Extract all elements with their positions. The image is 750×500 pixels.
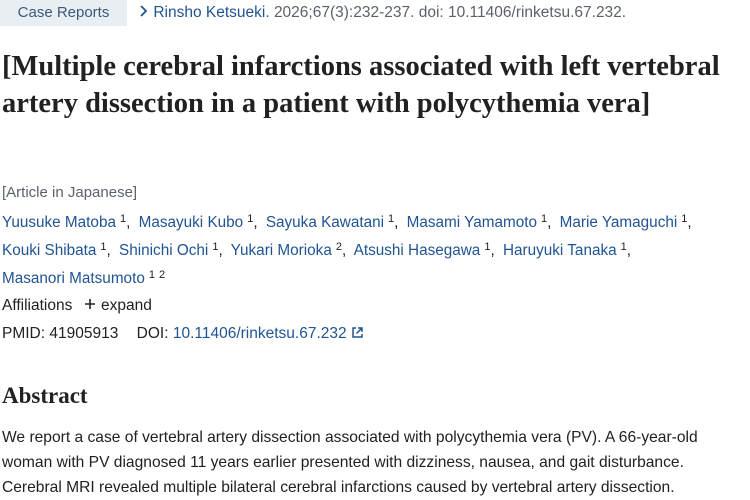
- author: Marie Yamaguchi 1,: [559, 213, 692, 231]
- pmid: 41905913: [49, 325, 119, 342]
- author: Yuusuke Matoba 1,: [2, 213, 131, 231]
- affiliation-number[interactable]: 1: [119, 213, 127, 225]
- affiliations: Affiliations expand: [2, 297, 152, 315]
- affiliation-number[interactable]: 2: [335, 241, 342, 253]
- author-name[interactable]: Masami Yamamoto: [406, 214, 537, 231]
- author-name[interactable]: Shinichi Ochi: [119, 242, 209, 259]
- author: Haruyuki Tanaka 1,: [502, 241, 631, 259]
- abstract-text: We report a case of vertebral artery dis…: [2, 429, 698, 496]
- separator: ,: [547, 214, 552, 231]
- author-name[interactable]: Yukari Morioka: [230, 242, 332, 259]
- author: Shinichi Ochi 1,: [119, 241, 223, 259]
- affiliation-number[interactable]: 1: [212, 241, 219, 253]
- author-name[interactable]: Kouki Shibata: [2, 242, 97, 259]
- plus-icon[interactable]: [83, 297, 97, 311]
- publication-type[interactable]: Case Reports: [0, 0, 127, 26]
- affiliation-number[interactable]: 1: [247, 213, 254, 225]
- affiliation-number[interactable]: 1: [148, 269, 155, 281]
- expand-toggle[interactable]: expand: [101, 297, 152, 314]
- pmid-label: PMID:: [2, 325, 46, 342]
- author-name[interactable]: Masanori Matsumoto: [2, 270, 145, 287]
- separator: ,: [341, 242, 347, 259]
- affiliation-number[interactable]: 1: [541, 213, 548, 225]
- author-name[interactable]: Atsushi Hasegawa: [353, 242, 481, 259]
- author-name[interactable]: Sayuka Kawatani: [265, 214, 385, 231]
- identifiers: PMID: 41905913 DOI: 10.11406/rinketsu.67…: [2, 325, 364, 343]
- separator: ,: [490, 242, 495, 259]
- external-link-icon[interactable]: [351, 326, 364, 339]
- author-name[interactable]: Masayuki Kubo: [138, 214, 244, 231]
- affiliation-number[interactable]: 1: [620, 241, 627, 253]
- author: Masayuki Kubo 1,: [138, 213, 258, 231]
- separator: ,: [106, 242, 111, 259]
- author: Yukari Morioka 2,: [230, 241, 347, 259]
- separator: ,: [218, 242, 223, 259]
- separator: ,: [394, 214, 399, 231]
- abstract-heading: Abstract: [2, 383, 88, 408]
- language-note: [Article in Japanese]: [2, 184, 138, 201]
- affiliation-number[interactable]: 2: [158, 269, 166, 281]
- author: Masami Yamamoto 1,: [406, 213, 552, 231]
- affiliation-number[interactable]: 1: [681, 213, 688, 225]
- affiliation-number[interactable]: 1: [484, 241, 491, 253]
- affiliations-label: Affiliations: [2, 297, 73, 314]
- author-name[interactable]: Haruyuki Tanaka: [502, 242, 617, 259]
- separator: ,: [687, 214, 692, 231]
- author: Kouki Shibata 1,: [2, 241, 111, 259]
- author: Sayuka Kawatani 1,: [265, 213, 399, 231]
- article-title: [Multiple cerebral infarctions associate…: [2, 51, 720, 119]
- author: Masanori Matsumoto 1 2: [2, 269, 166, 287]
- author: Atsushi Hasegawa 1,: [353, 241, 495, 259]
- author-list: Yuusuke Matoba 1, Masayuki Kubo 1, Sayuka …: [2, 207, 750, 291]
- author-name[interactable]: Yuusuke Matoba: [2, 214, 116, 231]
- citation: 2026;67(3):232-237. doi: 10.11406/rinket…: [273, 4, 627, 21]
- affiliation-number[interactable]: 1: [388, 213, 395, 225]
- journal-line: Rinsho Ketsueki. 2026;67(3):232-237. doi…: [139, 4, 626, 22]
- separator: ,: [253, 214, 258, 231]
- author-name[interactable]: Marie Yamaguchi: [559, 214, 678, 231]
- chevron-icon: [140, 5, 148, 17]
- doi-link[interactable]: 10.11406/rinketsu.67.232: [172, 325, 347, 342]
- journal-link[interactable]: Rinsho Ketsueki.: [153, 4, 270, 21]
- separator: ,: [126, 214, 131, 231]
- doi-label: DOI:: [136, 325, 169, 342]
- separator: ,: [626, 242, 631, 259]
- affiliation-number[interactable]: 1: [100, 241, 107, 253]
